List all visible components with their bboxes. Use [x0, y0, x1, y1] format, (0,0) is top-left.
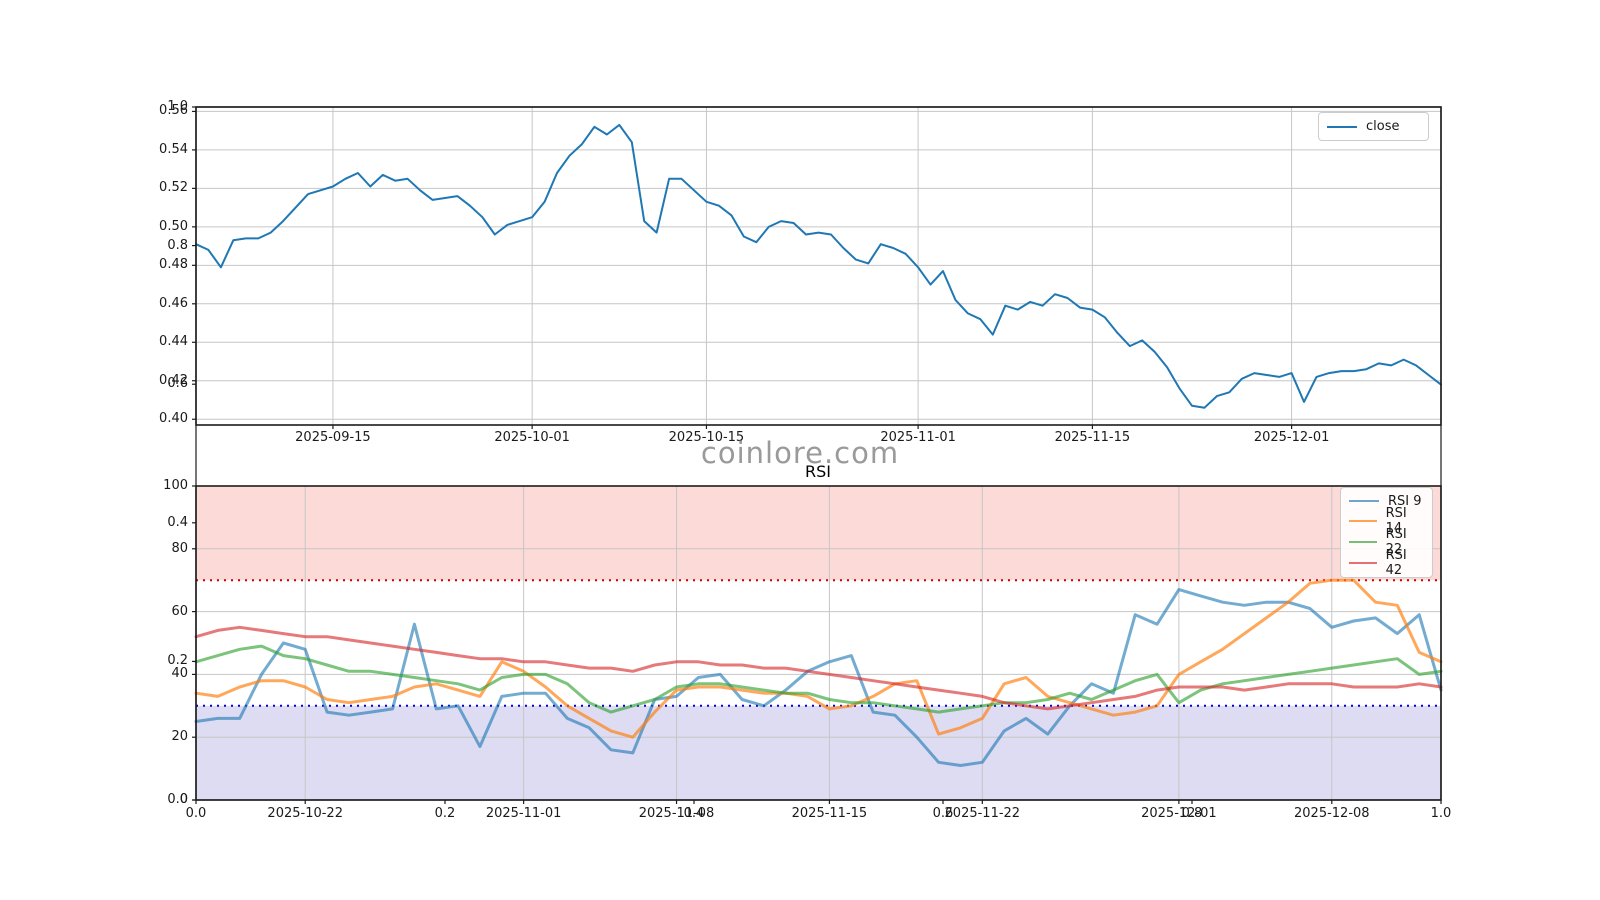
- overlay-y-tick-label: 0.0: [167, 792, 188, 807]
- price-x-tick-label: 2025-11-15: [1054, 430, 1131, 445]
- price-y-tick-label: 0.54: [159, 141, 188, 157]
- rsi-x-tick-label: 2025-11-15: [791, 806, 868, 821]
- rsi-x-tick-label: 2025-12-08: [1294, 806, 1370, 821]
- overlay-y-tick-label: 0.8: [167, 237, 188, 253]
- overlay-x-tick-label: 0.2: [434, 806, 456, 821]
- legend-row: RSI 14: [1349, 506, 1424, 536]
- rsi-x-tick-label: 2025-11-08: [638, 806, 715, 821]
- rsi22-line-sample: [1349, 540, 1377, 543]
- overlay-y-tick-label: 0.6: [167, 376, 188, 392]
- price-x-tick-label: 2025-10-15: [668, 430, 745, 445]
- legend-row: RSI 9: [1349, 492, 1424, 510]
- price-x-tick-label: 2025-09-15: [295, 430, 371, 445]
- price-x-tick-label: 2025-10-01: [494, 430, 570, 445]
- legend-row: close: [1327, 117, 1420, 136]
- price-legend-label: close: [1366, 119, 1400, 134]
- rsi-y-tick-label: 60: [171, 603, 188, 619]
- rsi-y-tick-label: 20: [171, 729, 188, 745]
- rsi-x-tick-label: 2025-11-01: [485, 806, 562, 821]
- rsi42-legend-label: RSI 42: [1385, 547, 1407, 578]
- price-legend: close: [1318, 112, 1429, 141]
- price-y-tick-label: 0.40: [159, 411, 188, 427]
- rsi9-line-sample: [1349, 500, 1379, 502]
- rsi-y-tick-label: 80: [171, 540, 188, 556]
- rsi9-legend-label: RSI 9: [1388, 493, 1422, 509]
- overlay-x-tick-label: 0.0: [185, 806, 207, 821]
- price-x-tick-label: 2025-11-01: [880, 430, 956, 445]
- overlay-x-tick-label: 0.8: [1181, 806, 1203, 821]
- rsi22-legend-label: RSI 22: [1385, 526, 1407, 557]
- legend-row: RSI 22: [1349, 527, 1424, 557]
- watermark: coinlore.com: [700, 436, 900, 470]
- price-y-tick-label: 0.50: [159, 218, 188, 234]
- overlay-y-tick-label: 0.4: [167, 514, 188, 530]
- overlay-y-tick-label: 1.0: [167, 99, 188, 114]
- overlay-x-tick-label: 1.0: [1430, 806, 1452, 821]
- price-y-tick-label: 0.46: [159, 295, 188, 311]
- price-y-tick-label: 0.52: [159, 180, 188, 196]
- rsi-y-tick-label: 40: [171, 666, 188, 682]
- overlay-x-tick-label: 0.6: [932, 806, 954, 821]
- rsi-chart-title: RSI: [805, 462, 831, 481]
- price-y-tick-label: 0.42: [159, 372, 188, 388]
- rsi14-line-sample: [1349, 519, 1377, 522]
- rsi42-line-sample: [1349, 561, 1377, 564]
- legend-row: RSI 42: [1349, 548, 1424, 578]
- rsi-x-tick-label: 2025-12-01: [1141, 806, 1217, 821]
- rsi-x-tick-label: 2025-10-22: [267, 806, 343, 821]
- rsi-y-tick-label: 0: [179, 792, 188, 807]
- price-y-tick-label: 0.44: [159, 334, 188, 350]
- rsi-legend: RSI 9 RSI 14 RSI 22 RSI 42: [1340, 487, 1433, 578]
- rsi14-legend-label: RSI 14: [1385, 505, 1407, 536]
- overlay-x-tick-label: 0.4: [683, 806, 705, 821]
- price-x-tick-label: 2025-12-01: [1253, 430, 1330, 445]
- overlay-y-tick-label: 0.2: [167, 653, 188, 669]
- rsi-y-tick-label: 100: [163, 478, 188, 493]
- price-y-tick-label: 0.48: [159, 257, 188, 273]
- close-line-sample: [1327, 125, 1357, 128]
- price-y-tick-label: 0.56: [159, 103, 188, 119]
- rsi-x-tick-label: 2025-11-22: [944, 806, 1021, 821]
